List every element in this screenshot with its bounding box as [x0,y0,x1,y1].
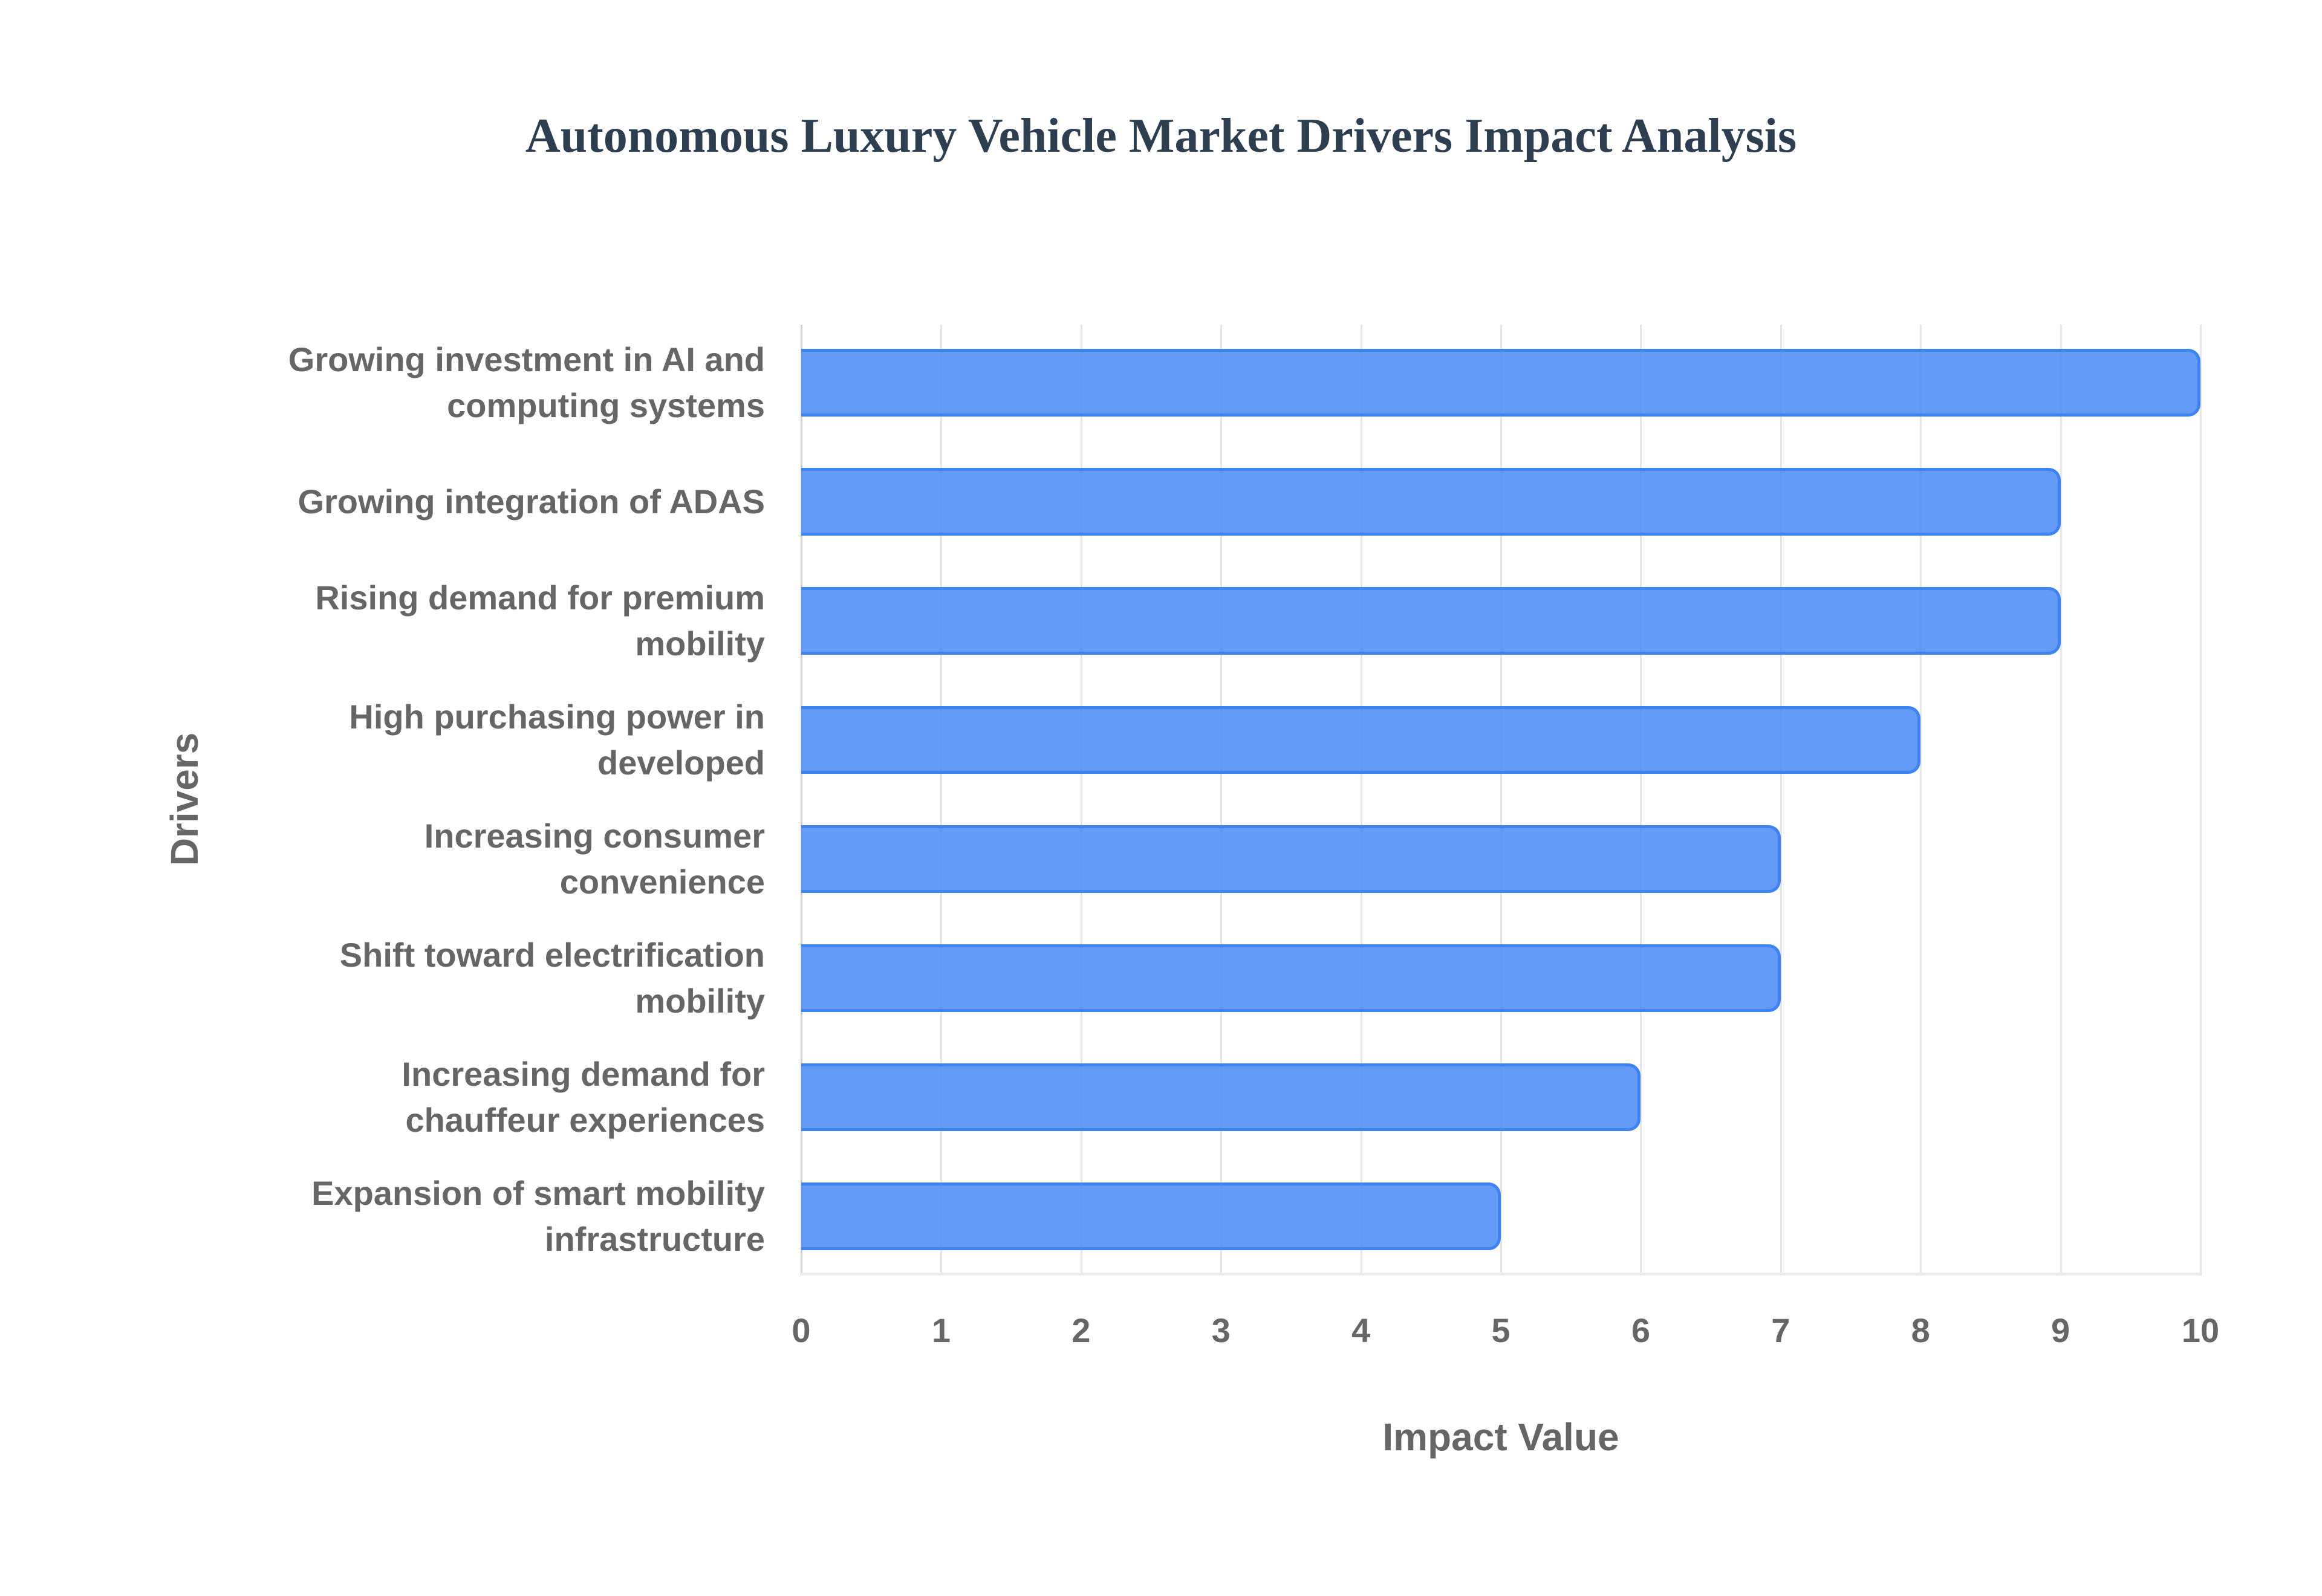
gridline [940,325,943,1276]
gridline [1220,325,1223,1276]
gridline [1780,325,1782,1276]
y-axis-label-line: Expansion of smart mobility [311,1174,765,1212]
y-axis-label-line: Increasing demand for [402,1055,765,1093]
y-axis-label-line: developed [597,744,765,782]
y-axis-label-line: chauffeur experiences [405,1101,765,1139]
y-axis-label: Increasing demand for chauffeur experienc… [160,1049,765,1146]
y-axis-label: Expansion of smart mobility infrastructur… [160,1168,765,1265]
y-axis-label: Growing investment in AI and computing sy… [160,334,765,431]
y-axis-label-line: infrastructure [544,1220,765,1258]
x-tick-label: 1 [931,1311,951,1349]
gridline [801,325,802,1276]
bar[interactable] [801,1182,1501,1250]
bar[interactable] [801,825,1781,893]
bar[interactable] [801,1063,1641,1131]
x-axis-line [801,1273,2200,1276]
x-tick-label: 2 [1072,1311,1091,1349]
bar[interactable] [801,587,2061,655]
x-tick-label: 6 [1631,1311,1650,1349]
gridline [2060,325,2062,1276]
x-tick-label: 4 [1351,1311,1371,1349]
y-axis-label-line: Growing investment in AI and [288,340,765,378]
y-axis-label-line: computing systems [447,386,765,424]
gridline [1920,325,1922,1276]
y-axis-label-line: Rising demand for premium [315,579,765,617]
gridline [1640,325,1642,1276]
y-axis-label-line: Shift toward electrification [339,936,765,974]
y-axis-label: Growing integration of ADAS [160,453,765,550]
gridline [1080,325,1082,1276]
y-axis-label-line: Growing integration of ADAS [298,482,765,521]
x-tick-label: 0 [792,1311,811,1349]
gridline [2200,325,2202,1276]
gridline [1500,325,1502,1276]
x-tick-label: 10 [2181,1311,2220,1349]
bar[interactable] [801,944,1781,1012]
x-tick-label: 5 [1491,1311,1511,1349]
x-axis-title: Impact Value [1382,1415,1619,1459]
y-axis-label: High purchasing power in developed [160,692,765,788]
y-axis-label-line: Increasing consumer [424,817,765,855]
y-axis-label-line: convenience [559,863,765,901]
x-tick-label: 7 [1771,1311,1790,1349]
bar[interactable] [801,706,1921,774]
y-axis-label-line: High purchasing power in [349,698,765,736]
x-tick-label: 3 [1211,1311,1231,1349]
x-tick-label: 8 [1911,1311,1930,1349]
y-axis-label-line: mobility [635,624,765,663]
bar[interactable] [801,468,2061,536]
plot-area [801,325,2202,1276]
x-tick-label: 9 [2051,1311,2070,1349]
y-axis-label-line: mobility [635,982,765,1020]
y-axis-label: Increasing consumer convenience [160,811,765,907]
y-axis-label: Shift toward electrification mobility [160,930,765,1027]
gridline [1360,325,1362,1276]
y-axis-label: Rising demand for premium mobility [160,573,765,669]
bar[interactable] [801,349,2200,417]
chart-title: Autonomous Luxury Vehicle Market Drivers… [525,109,1797,163]
